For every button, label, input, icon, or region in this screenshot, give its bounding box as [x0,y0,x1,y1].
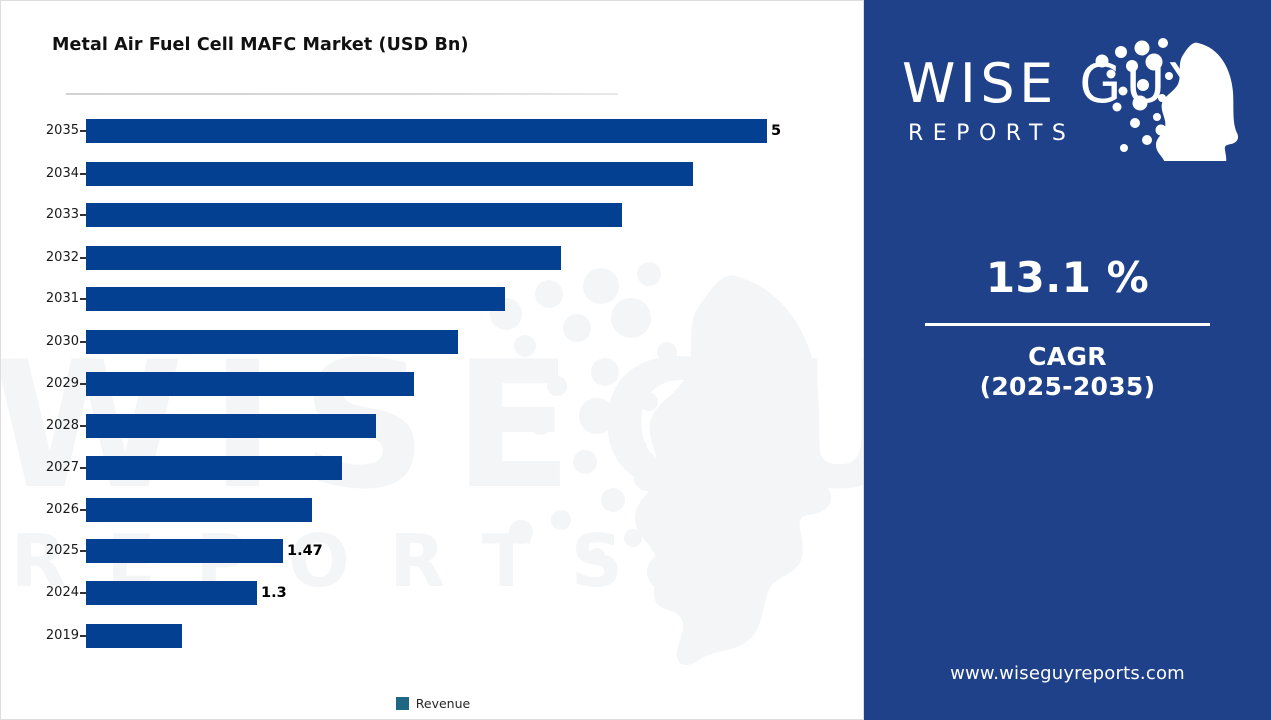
y-tick-mark [80,341,86,343]
y-tick-mark [80,635,86,637]
logo-artwork-icon: WISE GUY REPORTS [902,38,1239,209]
y-tick-mark [80,173,86,175]
bar-2025[interactable] [86,539,283,563]
bar-2031[interactable] [86,287,505,311]
title-divider [66,93,618,95]
legend-swatch-icon [395,697,409,710]
bar-value-label: 1.47 [287,543,323,559]
page-title: Metal Air Fuel Cell MAFC Market (USD Bn) [52,35,469,55]
bar-2028[interactable] [86,414,376,438]
y-tick-label: 2033 [45,207,79,222]
y-tick-label: 2019 [45,628,79,643]
bar-2034[interactable] [86,162,693,186]
bar-value-label: 1.3 [261,585,287,601]
cagr-block: 13.1 % CAGR (2025-2035) [864,253,1271,401]
y-tick-label: 2026 [45,502,79,517]
y-tick-label: 2032 [45,250,79,265]
y-tick-label: 2035 [45,123,79,138]
y-tick-mark [80,383,86,385]
y-tick-mark [80,592,86,594]
y-tick-mark [80,214,86,216]
bar-2024[interactable] [86,581,257,605]
bar-2035[interactable] [86,119,767,143]
y-tick-mark [80,130,86,132]
y-tick-label: 2025 [45,543,79,558]
wiseguy-logo[interactable]: WISE GUY REPORTS [902,36,1247,209]
bar-chart-plot: 2035 5 2034 2033 2032 [1,1,863,691]
svg-text:REPORTS: REPORTS [908,121,1075,146]
bar-2033[interactable] [86,203,622,227]
y-tick-label: 2034 [45,166,79,181]
bar-2029[interactable] [86,372,414,396]
bar-2030[interactable] [86,330,458,354]
y-tick-label: 2027 [45,460,79,475]
y-tick-label: 2029 [45,376,79,391]
cagr-period: (2025-2035) [979,371,1156,401]
bar-2026[interactable] [86,498,312,522]
cagr-value: 13.1 % [985,253,1150,302]
bar-2027[interactable] [86,456,342,480]
y-tick-label: 2028 [45,418,79,433]
chart-legend[interactable]: Revenue [1,696,863,711]
bar-2032[interactable] [86,246,561,270]
y-tick-mark [80,550,86,552]
bar-value-label: 5 [771,123,782,139]
y-tick-label: 2024 [45,585,79,600]
y-tick-mark [80,509,86,511]
website-url[interactable]: www.wiseguyreports.com [950,663,1185,684]
cagr-label: CAGR [1028,342,1107,372]
cagr-divider [925,323,1210,327]
y-tick-mark [80,467,86,469]
legend-item-label: Revenue [415,696,471,711]
y-tick-label: 2031 [45,291,79,306]
brand-panel: WISE GUY REPORTS [864,0,1271,720]
chart-panel: Metal Air Fuel Cell MAFC Market (USD Bn)… [0,0,864,720]
y-tick-mark [80,298,86,300]
y-tick-mark [80,425,86,427]
y-tick-mark [80,257,86,259]
bar-2019[interactable] [86,624,182,648]
y-tick-label: 2030 [45,334,79,349]
